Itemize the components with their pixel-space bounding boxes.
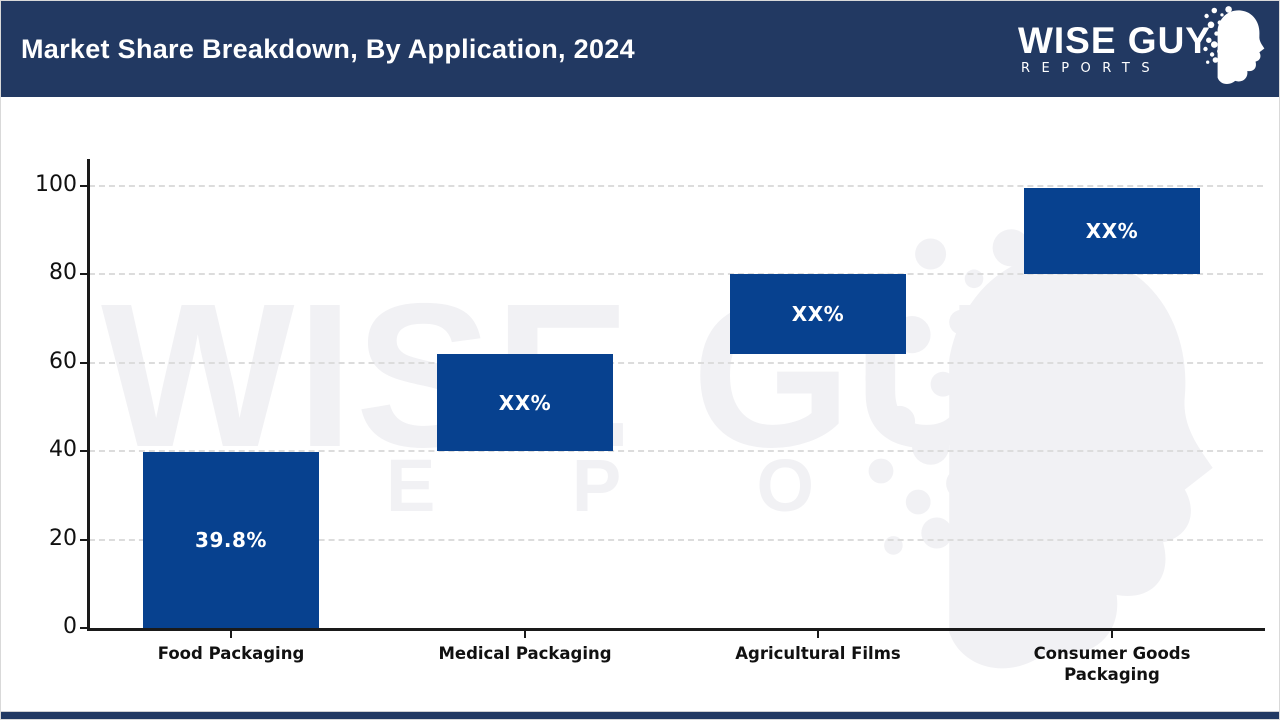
y-axis-tick-label: 100	[35, 172, 77, 197]
y-axis-tick-label: 0	[63, 614, 77, 639]
brand-tagline: REPORTS	[1020, 61, 1162, 77]
y-axis-tick-mark	[80, 538, 87, 541]
brand-logo-text: WISE GUY REPORTS	[1017, 19, 1211, 77]
y-axis-tick-mark	[80, 273, 87, 276]
header-bar: Market Share Breakdown, By Application, …	[1, 1, 1279, 97]
x-axis-category-label: Agricultural Films	[735, 644, 901, 663]
gridline	[89, 273, 1263, 276]
brand-logo: WISE GUY REPORTS	[1018, 5, 1269, 93]
bar: 39.8%	[143, 452, 319, 628]
y-axis-tick-mark	[80, 361, 87, 364]
bar-value-label: 39.8%	[195, 528, 267, 553]
x-axis-line	[87, 628, 1265, 631]
chart-area: WISE GUY R E P O R T S 02040608010039.8%…	[1, 97, 1279, 719]
y-axis-tick-label: 60	[49, 348, 77, 374]
gridline	[89, 450, 1263, 453]
x-axis-category-label: Consumer Goods Packaging	[1033, 644, 1191, 685]
bar: XX%	[730, 274, 906, 354]
y-axis-tick-label: 40	[49, 437, 77, 463]
gridline	[89, 361, 1263, 364]
brand-wordmark: WISE GUY	[1017, 19, 1211, 61]
y-axis-tick-label: 20	[49, 525, 77, 551]
dotted-head-icon	[1202, 6, 1265, 85]
x-axis-category-label: Food Packaging	[157, 644, 305, 663]
y-axis-line	[87, 159, 90, 629]
gridline	[89, 185, 1263, 187]
bar-value-label: XX%	[498, 390, 552, 415]
x-axis-tick-mark	[817, 631, 819, 638]
footer-bar	[1, 711, 1279, 719]
x-axis-category-label: Medical Packaging	[438, 644, 612, 663]
bar: XX%	[1024, 188, 1200, 275]
watermark-head-icon	[865, 229, 1213, 669]
y-axis-tick-mark	[80, 450, 87, 453]
y-axis-tick-mark	[80, 185, 87, 187]
y-axis-tick-mark	[80, 627, 87, 629]
x-axis-tick-mark	[1111, 631, 1113, 638]
page-title: Market Share Breakdown, By Application, …	[21, 33, 635, 64]
x-axis-tick-mark	[524, 631, 526, 638]
gridline	[89, 538, 1263, 541]
x-axis-tick-mark	[230, 631, 232, 638]
y-axis-tick-label: 80	[49, 260, 77, 286]
bar: XX%	[437, 353, 613, 452]
bar-value-label: XX%	[1085, 219, 1139, 244]
bar-value-label: XX%	[791, 302, 845, 327]
